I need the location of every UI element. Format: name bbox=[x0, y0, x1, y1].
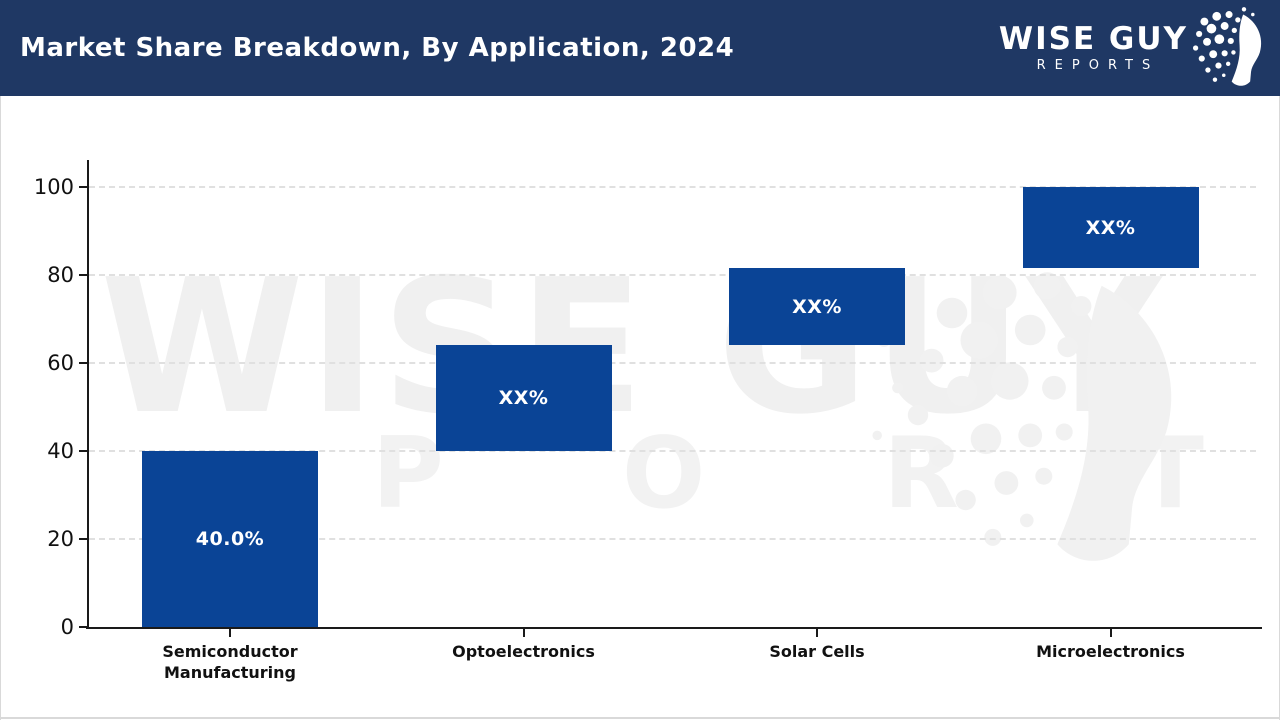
y-tick-label-40: 40 bbox=[47, 439, 74, 463]
y-tick-mark-0 bbox=[79, 626, 87, 628]
x-tick-label-1: Optoelectronics bbox=[452, 642, 595, 661]
y-tick-label-0: 0 bbox=[60, 615, 74, 639]
gridline-40 bbox=[89, 450, 1256, 452]
y-tick-label-100: 100 bbox=[33, 175, 74, 199]
y-tick-mark-60 bbox=[79, 362, 87, 364]
bar-2: XX% bbox=[729, 268, 905, 346]
gridline-100 bbox=[89, 186, 1256, 188]
x-tick-mark-3 bbox=[1109, 629, 1112, 637]
bar-value-label: 40.0% bbox=[195, 528, 265, 550]
x-tick-mark-2 bbox=[816, 629, 818, 637]
page-border-bottom bbox=[0, 717, 1280, 719]
x-axis bbox=[86, 627, 1262, 629]
gridline-20 bbox=[89, 538, 1256, 540]
bar-1: XX% bbox=[435, 345, 612, 451]
wise-guy-logo: WISE GUY REPORTS bbox=[999, 4, 1280, 92]
dotted-face-logo-icon bbox=[1192, 7, 1262, 86]
x-tick-mark-1 bbox=[522, 629, 525, 637]
page-border-left bbox=[0, 96, 1, 720]
header-bar: Market Share Breakdown, By Application, … bbox=[0, 0, 1280, 96]
bar-3: XX% bbox=[1022, 187, 1199, 269]
y-tick-mark-100 bbox=[79, 186, 87, 188]
x-tick-label-2: Solar Cells bbox=[769, 642, 865, 661]
x-tick-mark-0 bbox=[229, 629, 231, 637]
bar-0: 40.0% bbox=[142, 451, 318, 627]
dotted-face-watermark-icon bbox=[872, 272, 1172, 561]
y-tick-mark-40 bbox=[79, 450, 87, 452]
gridline-80 bbox=[89, 274, 1256, 276]
y-tick-mark-20 bbox=[79, 538, 87, 540]
y-axis bbox=[87, 160, 89, 629]
bar-value-label: XX% bbox=[792, 295, 842, 318]
y-tick-label-20: 20 bbox=[47, 527, 74, 551]
gridline-60 bbox=[89, 362, 1256, 364]
y-tick-label-60: 60 bbox=[47, 351, 74, 375]
bar-value-label: XX% bbox=[1085, 216, 1136, 239]
logo-subtitle: REPORTS bbox=[1036, 57, 1160, 73]
page-title: Market Share Breakdown, By Application, … bbox=[20, 33, 735, 63]
y-tick-label-80: 80 bbox=[47, 263, 74, 287]
x-tick-label-3: Microelectronics bbox=[1036, 642, 1185, 661]
logo-text: WISE GUY REPORTS bbox=[998, 20, 1188, 73]
logo-wordmark: WISE GUY bbox=[998, 20, 1188, 57]
y-tick-mark-80 bbox=[79, 274, 87, 276]
x-tick-label-0: Semiconductor Manufacturing bbox=[162, 642, 298, 683]
bar-value-label: XX% bbox=[498, 387, 549, 410]
